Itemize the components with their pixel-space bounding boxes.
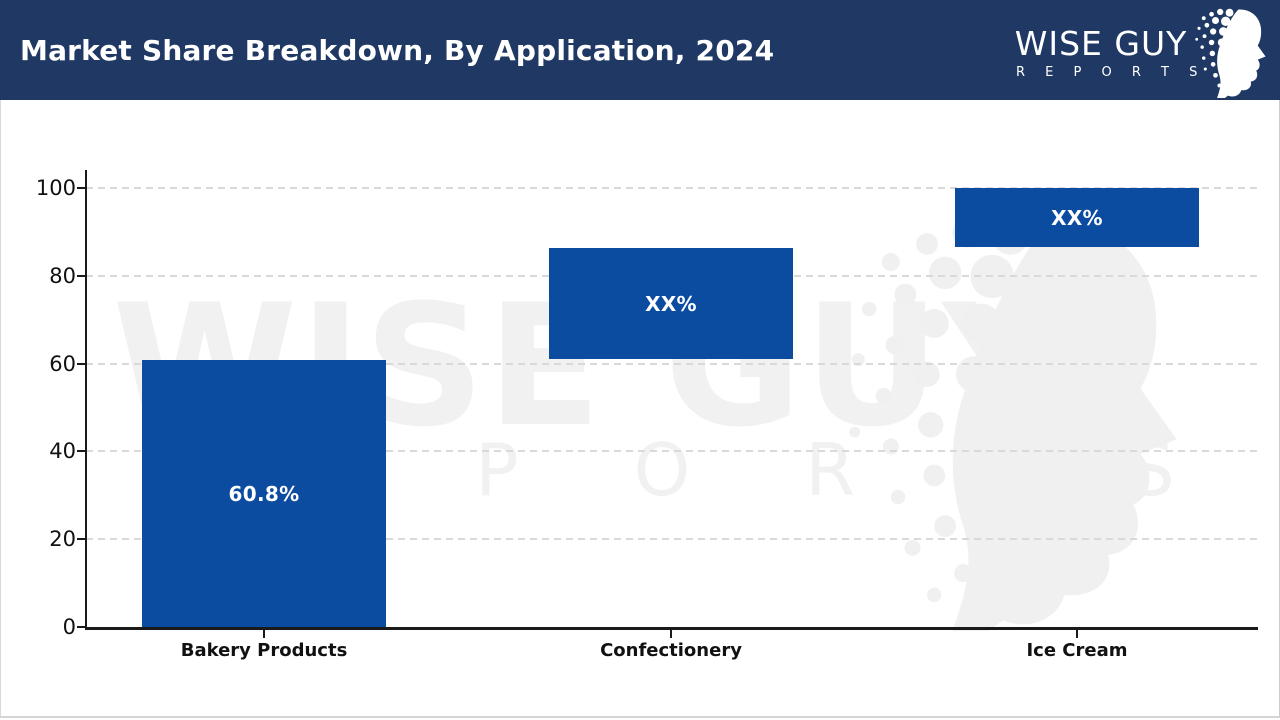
y-tick-100: [77, 187, 85, 189]
y-axis-line: [85, 170, 87, 629]
x-category-label: Confectionery: [600, 640, 742, 661]
bar-value-label: 60.8%: [228, 481, 300, 506]
bar-ice-cream: XX%: [955, 188, 1199, 248]
y-tick-label-40: 40: [49, 439, 76, 464]
y-tick-40: [77, 450, 85, 453]
y-tick-label-80: 80: [49, 263, 76, 288]
y-tick-80: [77, 274, 85, 277]
gridline-60: [86, 362, 1258, 365]
x-tick-1: [263, 630, 265, 638]
y-tick-20: [77, 538, 85, 541]
y-tick-label-60: 60: [49, 351, 76, 376]
bar-confectionery: XX%: [549, 248, 793, 360]
wiseguy-head-watermark-icon: [822, 215, 1184, 631]
bar-value-label: XX%: [645, 291, 697, 316]
x-tick-3: [1076, 630, 1078, 638]
y-tick-60: [77, 362, 85, 365]
bar-value-label: XX%: [1051, 205, 1103, 230]
logo-wordmark: WISE GUY: [1014, 24, 1188, 63]
x-tick-2: [670, 630, 672, 638]
header-bar: Market Share Breakdown, By Application, …: [0, 0, 1280, 100]
wiseguy-logo: WISE GUY R E P O R T S: [1012, 8, 1266, 99]
wiseguy-head-icon: [1188, 8, 1268, 99]
gridline-40: [86, 450, 1258, 453]
gridline-20: [86, 538, 1258, 541]
page-title: Market Share Breakdown, By Application, …: [20, 33, 775, 67]
y-tick-label-0: 0: [62, 615, 76, 639]
bottom-rule: [0, 716, 1280, 718]
y-tick-0: [77, 626, 85, 628]
x-category-label: Ice Cream: [1026, 640, 1128, 661]
y-tick-label-100: 100: [35, 176, 76, 200]
x-axis-line: [85, 627, 1258, 630]
bar-bakery-products: 60.8%: [142, 360, 386, 627]
gridline-100: [86, 187, 1258, 189]
x-category-label: Bakery Products: [180, 640, 348, 661]
y-tick-label-20: 20: [49, 527, 76, 552]
logo-subtitle: R E P O R T S: [1016, 65, 1206, 80]
